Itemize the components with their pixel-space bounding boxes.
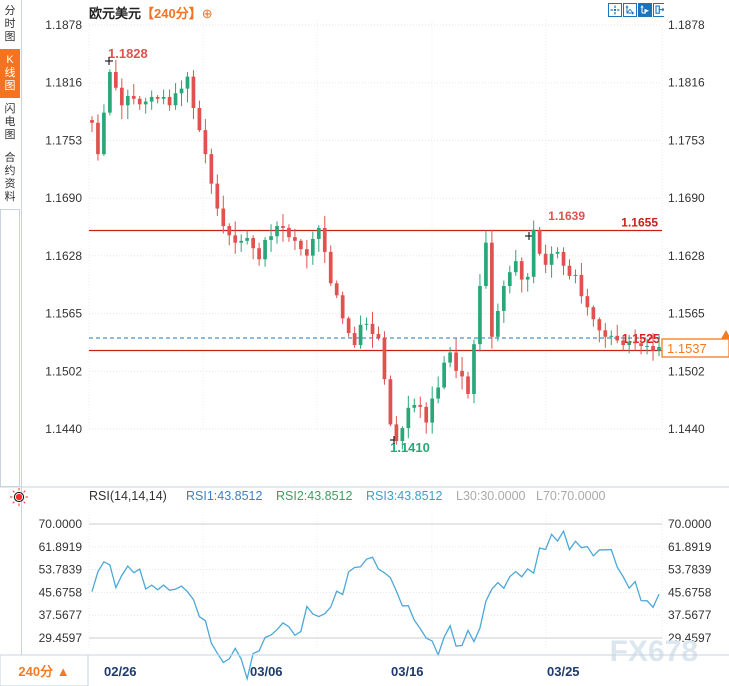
svg-text:L70:70.0000: L70:70.0000: [536, 489, 606, 503]
svg-text:03/25: 03/25: [547, 664, 580, 679]
svg-text:45.6758: 45.6758: [39, 585, 83, 599]
svg-text:FX678: FX678: [610, 635, 698, 668]
svg-text:70.0000: 70.0000: [39, 517, 83, 531]
svg-text:L30:30.0000: L30:30.0000: [456, 489, 526, 503]
svg-text:61.8919: 61.8919: [39, 540, 83, 554]
svg-text:37.5677: 37.5677: [39, 608, 83, 622]
svg-text:RSI(14,14,14): RSI(14,14,14): [89, 489, 167, 503]
svg-text:02/26: 02/26: [104, 664, 137, 679]
svg-text:45.6758: 45.6758: [668, 585, 712, 599]
svg-text:53.7839: 53.7839: [39, 563, 83, 577]
svg-text:RSI1:43.8512: RSI1:43.8512: [186, 489, 262, 503]
svg-text:37.5677: 37.5677: [668, 608, 712, 622]
svg-text:29.4597: 29.4597: [39, 631, 83, 645]
svg-text:03/06: 03/06: [250, 664, 283, 679]
svg-text:240分 ▲: 240分 ▲: [18, 664, 69, 679]
svg-text:03/16: 03/16: [391, 664, 424, 679]
svg-text:RSI3:43.8512: RSI3:43.8512: [366, 489, 442, 503]
svg-text:70.0000: 70.0000: [668, 517, 712, 531]
svg-text:RSI2:43.8512: RSI2:43.8512: [276, 489, 352, 503]
svg-text:61.8919: 61.8919: [668, 540, 712, 554]
svg-text:53.7839: 53.7839: [668, 563, 712, 577]
